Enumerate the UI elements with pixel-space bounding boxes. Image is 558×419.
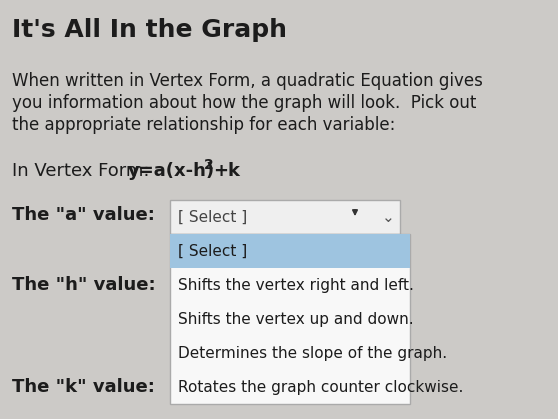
Text: you information about how the graph will look.  Pick out: you information about how the graph will… (12, 94, 477, 112)
Text: It's All In the Graph: It's All In the Graph (12, 18, 287, 42)
Text: Determines the slope of the graph.: Determines the slope of the graph. (178, 346, 447, 360)
Text: Shifts the vertex right and left.: Shifts the vertex right and left. (178, 277, 414, 292)
Text: In Vertex Form:: In Vertex Form: (12, 162, 161, 180)
Text: [ Select ]: [ Select ] (178, 243, 247, 259)
Text: The "a" value:: The "a" value: (12, 206, 155, 224)
Text: +k: +k (213, 162, 240, 180)
Text: y=a(x-h): y=a(x-h) (128, 162, 215, 180)
Text: The "k" value:: The "k" value: (12, 378, 155, 396)
FancyBboxPatch shape (170, 200, 400, 234)
Text: [ Select ]: [ Select ] (178, 210, 247, 225)
FancyBboxPatch shape (170, 234, 410, 404)
FancyBboxPatch shape (170, 234, 410, 268)
Text: 2: 2 (204, 158, 214, 172)
Text: Shifts the vertex up and down.: Shifts the vertex up and down. (178, 311, 413, 326)
Text: The "h" value:: The "h" value: (12, 276, 156, 294)
Text: the appropriate relationship for each variable:: the appropriate relationship for each va… (12, 116, 396, 134)
Text: ⌄: ⌄ (382, 210, 395, 225)
Text: Rotates the graph counter clockwise.: Rotates the graph counter clockwise. (178, 380, 463, 395)
Text: When written in Vertex Form, a quadratic Equation gives: When written in Vertex Form, a quadratic… (12, 72, 483, 90)
